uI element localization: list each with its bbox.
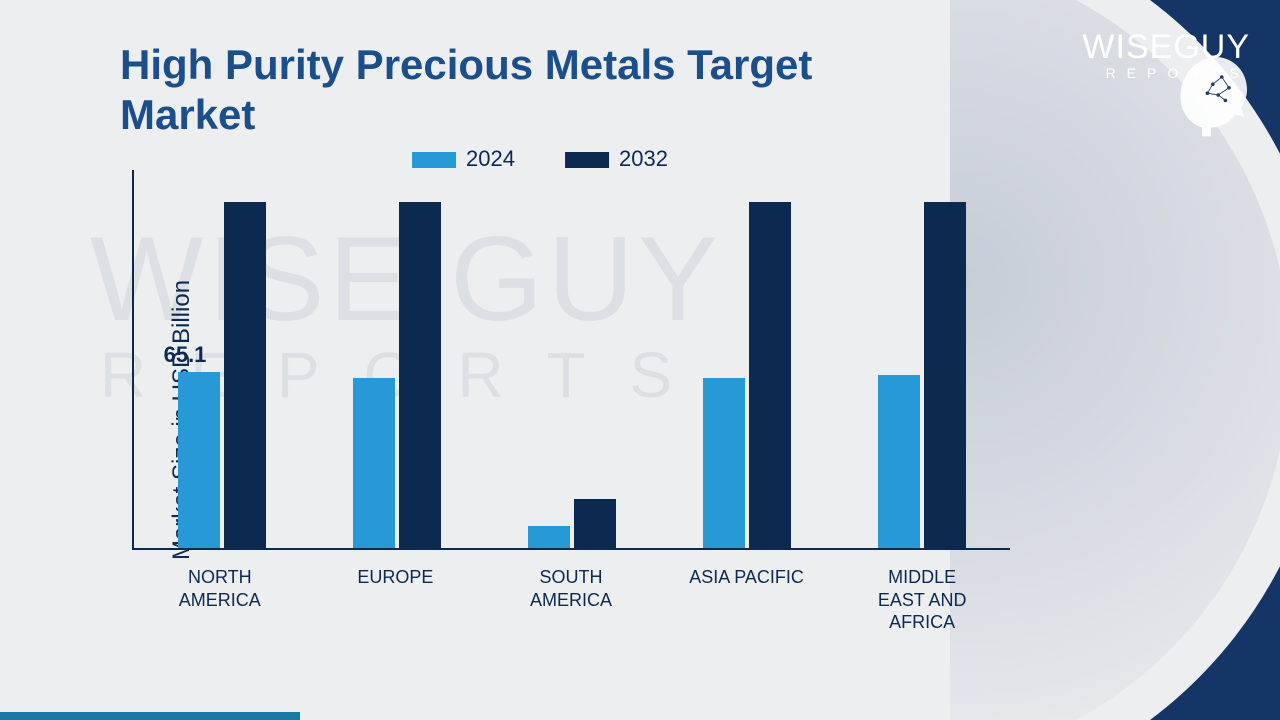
bar-2024: [878, 375, 920, 548]
bar-2032: [574, 499, 616, 548]
legend-swatch-icon: [565, 152, 609, 168]
legend-swatch-icon: [412, 152, 456, 168]
bar-2024: [178, 372, 220, 548]
bar-2032: [749, 202, 791, 548]
legend-item-2032: 2032: [565, 146, 668, 172]
bar-2032: [224, 202, 266, 548]
bar-group: [528, 170, 616, 548]
page-root: WISE GUY REPORTS WISEGUY REPORTS High Pu…: [0, 0, 1280, 720]
x-axis-label: NORTH AMERICA: [160, 560, 280, 680]
chart-legend: 2024 2032: [412, 146, 668, 172]
x-axis-label: EUROPE: [335, 560, 455, 680]
logo-head-icon: [1166, 50, 1256, 140]
legend-label: 2024: [466, 146, 515, 171]
page-title: High Purity Precious Metals Target Marke…: [120, 40, 840, 139]
bar-2024: [528, 526, 570, 548]
x-axis-label: MIDDLE EAST AND AFRICA: [862, 560, 982, 680]
bar-2032: [924, 202, 966, 548]
brand-logo: WISEGUY REPORTS: [1082, 30, 1250, 80]
legend-label: 2032: [619, 146, 668, 171]
bar-group: 65.1: [178, 170, 266, 548]
bar-chart: 2024 2032 Market Size in USD Billion 65.…: [70, 160, 1010, 680]
x-axis-labels: NORTH AMERICA EUROPE SOUTH AMERICA ASIA PAC…: [132, 560, 1010, 680]
bottom-accent-bar: [0, 712, 300, 720]
bar-2024: [703, 378, 745, 548]
bar-groups: 65.1: [134, 170, 1010, 548]
bar-group: [353, 170, 441, 548]
bar-2024: [353, 378, 395, 548]
bar-2032: [399, 202, 441, 548]
x-axis-label: SOUTH AMERICA: [511, 560, 631, 680]
plot-area: 65.1: [132, 170, 1010, 550]
legend-item-2024: 2024: [412, 146, 515, 172]
bar-value-label: 65.1: [164, 342, 207, 368]
bar-group: [878, 170, 966, 548]
bar-group: [703, 170, 791, 548]
x-axis-label: ASIA PACIFIC: [687, 560, 807, 680]
